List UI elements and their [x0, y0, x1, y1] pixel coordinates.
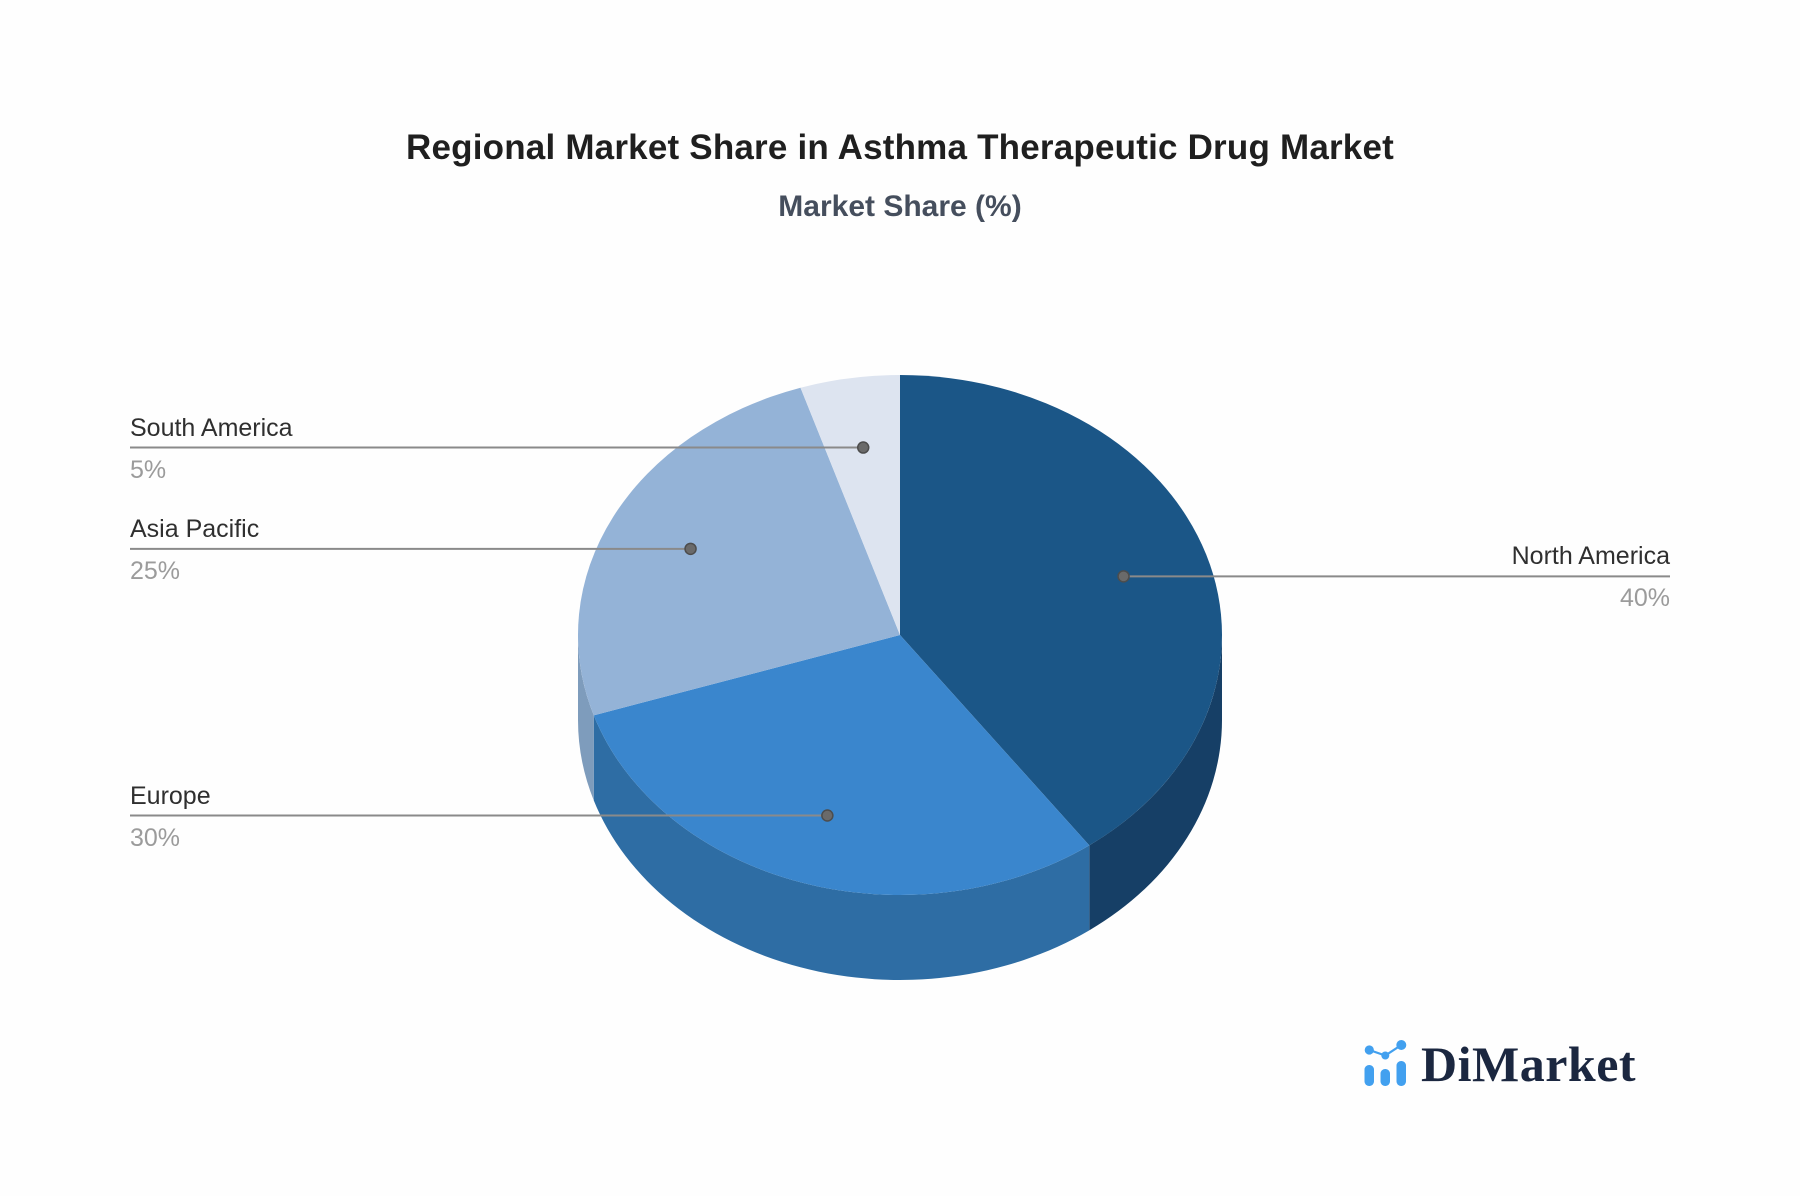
connector-dot-south-america: [856, 441, 870, 454]
brand-name: DiMarket: [1421, 1036, 1637, 1092]
slice-value-north-america: 40%: [1619, 584, 1670, 613]
pie-slice-north-america-side: [1089, 635, 1222, 931]
bar-chart-sparkline-icon: [1364, 1040, 1407, 1086]
pie-slice-south-america[interactable]: [800, 375, 900, 635]
pie-slice-asia-pacific[interactable]: [578, 387, 900, 716]
slice-value-south-america: 5%: [130, 455, 167, 484]
pie-slice-asia-pacific-side: [578, 635, 594, 801]
slice-label-asia-pacific: Asia Pacific: [130, 514, 260, 543]
slice-value-europe: 30%: [130, 823, 181, 852]
slice-label-south-america: South America: [130, 413, 293, 442]
brand-logo[interactable]: DiMarket: [1363, 1036, 1636, 1090]
connector-dot-asia-pacific: [684, 542, 697, 556]
slice-label-europe: Europe: [130, 781, 211, 810]
slice-value-asia-pacific: 25%: [130, 556, 181, 585]
connector-dot-north-america: [1117, 570, 1130, 583]
slice-label-north-america: North America: [1511, 542, 1670, 571]
pie-slice-europe-side: [593, 715, 1090, 980]
chart-subtitle: Market Share (%): [778, 190, 1022, 223]
pie-slice-europe[interactable]: [593, 635, 1090, 895]
connector-dot-europe: [821, 809, 834, 822]
chart-title: Regional Market Share in Asthma Therapeu…: [406, 128, 1394, 167]
pie-slice-north-america[interactable]: [900, 375, 1222, 846]
